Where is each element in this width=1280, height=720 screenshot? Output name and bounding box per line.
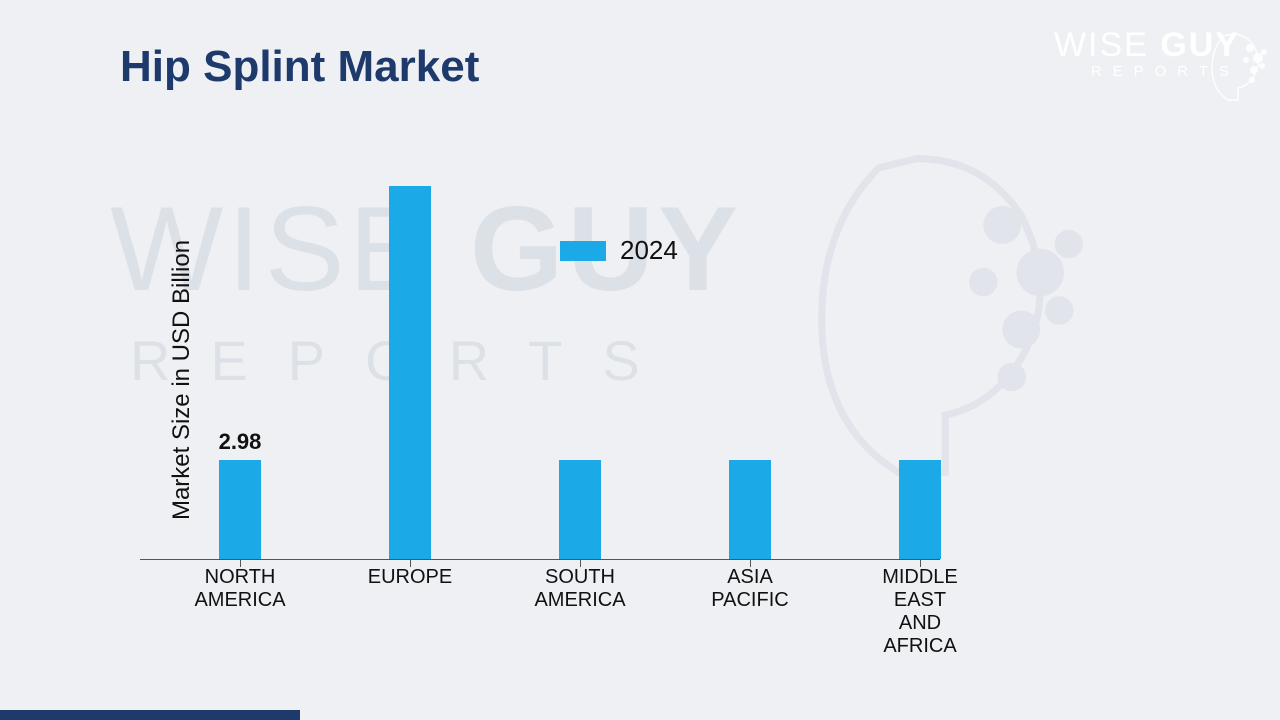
bar <box>729 460 771 559</box>
category-label: SOUTHAMERICA <box>500 566 660 612</box>
bottom-accent-bar <box>0 710 300 720</box>
plot-area: 2.98 <box>140 160 940 560</box>
right-panel <box>960 0 1280 720</box>
x-axis-labels: NORTHAMERICA EUROPE SOUTHAMERICAASIAPACIFI… <box>140 560 940 660</box>
category-label: MIDDLEEASTANDAFRICA <box>840 566 1000 658</box>
page-title: Hip Splint Market <box>120 42 479 92</box>
bar <box>219 460 261 559</box>
brand-head-icon <box>1204 28 1274 108</box>
bar-chart: Market Size in USD Billion 2.98 NORTHAME… <box>100 130 960 630</box>
bar-slot <box>840 160 1000 560</box>
bar <box>899 460 941 559</box>
bar-slot: 2.98 <box>160 160 320 560</box>
bar-slot <box>500 160 660 560</box>
category-label: NORTHAMERICA <box>160 566 320 612</box>
bar-value-label: 2.98 <box>180 429 300 455</box>
bar <box>559 460 601 559</box>
bar-slot <box>330 160 490 560</box>
bar <box>389 186 431 559</box>
category-label: ASIAPACIFIC <box>670 566 830 612</box>
bar-slot <box>670 160 830 560</box>
brand-name-part1: WISE <box>1054 26 1149 64</box>
category-label: EUROPE <box>330 566 490 589</box>
